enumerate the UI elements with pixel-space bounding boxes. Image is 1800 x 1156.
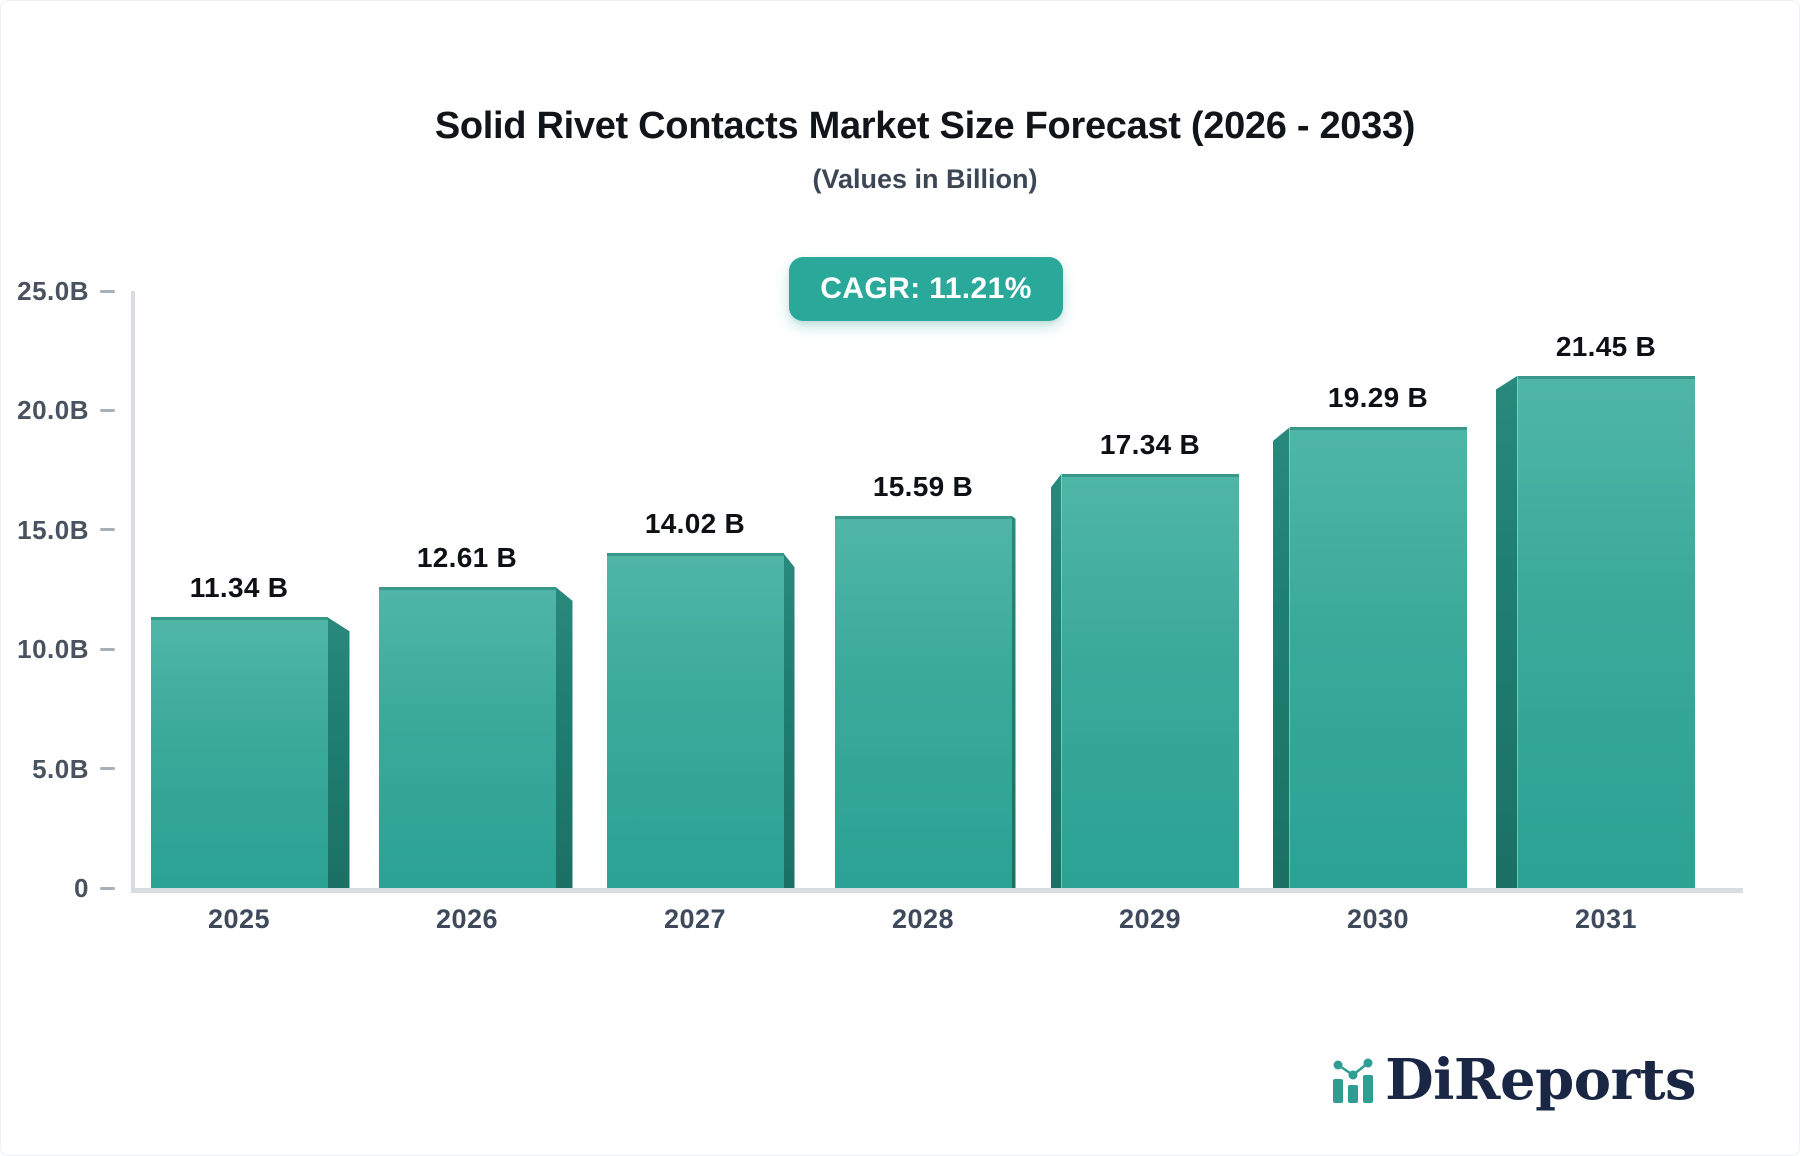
y-tick-mark	[100, 886, 115, 890]
bar-2026	[378, 586, 556, 888]
x-axis-label: 2031	[1574, 904, 1638, 934]
bar-2027	[606, 553, 784, 888]
y-tick-mark	[100, 289, 115, 293]
x-axis-line	[131, 888, 1743, 893]
mini-bar-line-chart-icon	[1333, 1058, 1374, 1103]
logo-text: DiReports	[1385, 1047, 1696, 1113]
bar-2028	[834, 515, 1012, 888]
y-axis-label: 5.0B	[32, 753, 89, 784]
bar-value-label: 14.02 B	[644, 508, 746, 540]
x-axis-label: 2026	[435, 904, 499, 934]
bar-2031	[1517, 375, 1695, 888]
y-axis-label: 10.0B	[17, 634, 89, 665]
x-axis-label: 2028	[891, 904, 955, 934]
x-axis-label: 2025	[207, 904, 271, 934]
x-axis-label: 2030	[1346, 904, 1410, 934]
bar-value-label: 17.34 B	[1099, 428, 1201, 460]
y-axis-label: 0	[74, 873, 89, 903]
bar-value-label: 12.61 B	[416, 541, 518, 573]
y-tick-mark	[100, 647, 115, 651]
bar-side-panel	[783, 553, 795, 888]
bar-value-label: 15.59 B	[872, 470, 974, 502]
chart-subtitle: (Values in Billion)	[812, 164, 1038, 194]
y-tick-mark	[100, 408, 115, 412]
y-axis-line	[131, 291, 135, 888]
y-axis-label: 25.0B	[17, 276, 89, 306]
cagr-badge: CAGR: 11.21%	[789, 257, 1063, 321]
x-axis-label: 2027	[663, 904, 727, 934]
bar-side-panel	[1050, 473, 1062, 888]
bar-2030	[1289, 427, 1467, 888]
x-axis-label: 2029	[1118, 904, 1182, 934]
y-tick-mark	[100, 528, 115, 532]
bar-2025	[150, 617, 328, 888]
bar-side-panel	[1272, 427, 1290, 888]
bar-side-panel	[1495, 375, 1518, 888]
direports-logo: DiReports	[1329, 1047, 1696, 1113]
bar-side-panel	[555, 586, 573, 888]
y-axis-label: 20.0B	[17, 395, 89, 426]
chart-title: Solid Rivet Contacts Market Size Forecas…	[434, 105, 1416, 147]
y-axis-label: 15.0B	[17, 514, 89, 545]
y-tick-mark	[100, 767, 115, 771]
cagr-label: CAGR: 11.21%	[820, 272, 1032, 305]
bar-2029	[1061, 473, 1239, 888]
bar-side-panel	[327, 617, 350, 888]
bar-value-label: 19.29 B	[1327, 382, 1429, 414]
bar-value-label: 11.34 B	[189, 572, 289, 604]
bar-value-label: 21.45 B	[1555, 330, 1657, 362]
chart-header: Solid Rivet Contacts Market Size Forecas…	[51, 105, 1799, 195]
bar-side-panel	[1011, 515, 1016, 888]
